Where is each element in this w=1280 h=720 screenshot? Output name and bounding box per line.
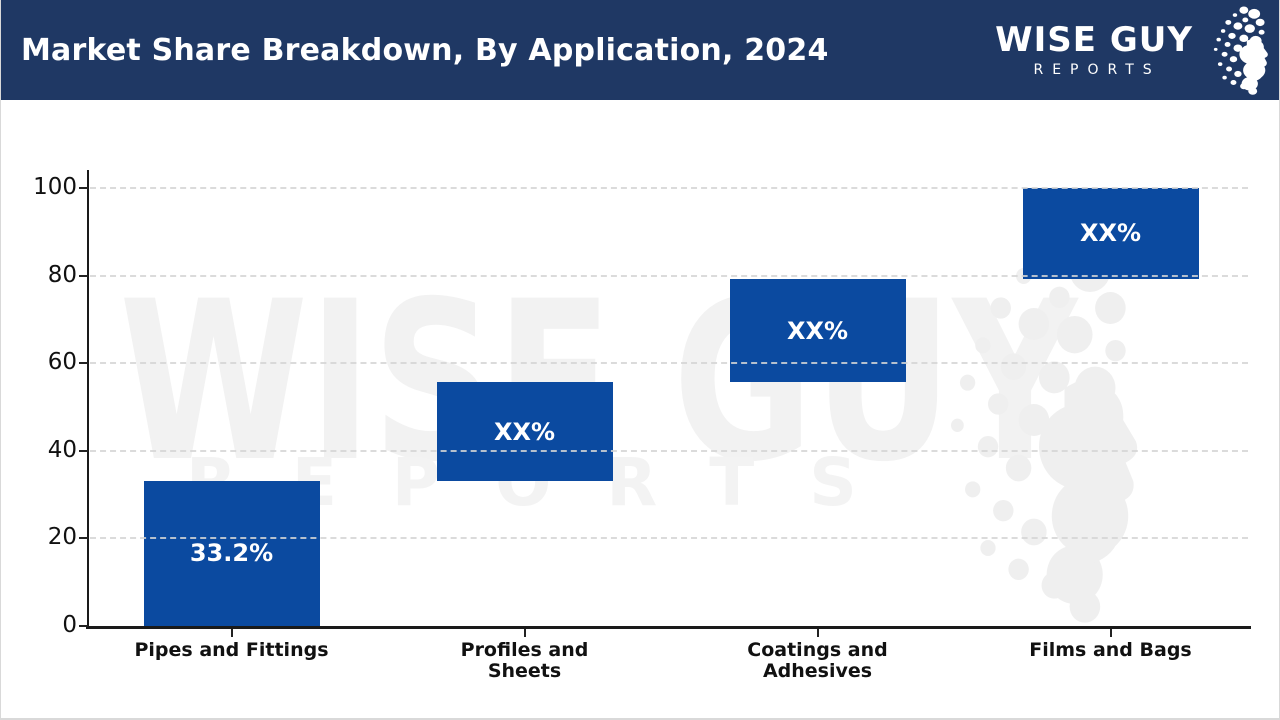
brand-name-top: WISE GUY — [995, 19, 1193, 60]
gridline-60 — [90, 362, 1248, 365]
y-tick-mark-0 — [79, 625, 88, 627]
x-category-label: Coatings and Adhesives — [688, 640, 948, 682]
x-category-label-line: Sheets — [487, 660, 562, 682]
y-tick-label-40: 40 — [47, 436, 77, 463]
x-category-label: Films and Bags — [981, 640, 1241, 661]
bar-segment: XX% — [729, 278, 906, 383]
x-category-label-line: Films and Bags — [1029, 639, 1192, 661]
y-tick-mark-100 — [79, 187, 88, 189]
gridline-100 — [90, 187, 1248, 189]
x-category-label: Pipes and Fittings — [102, 640, 362, 661]
x-category-label-line: Profiles and — [460, 639, 589, 661]
x-tick-mark-2 — [816, 629, 819, 637]
x-tick-mark-3 — [1109, 629, 1112, 637]
bar-segment: XX% — [1022, 188, 1199, 279]
x-category-label-line: Adhesives — [762, 660, 873, 682]
brand-logo: WISE GUY REPORTS — [995, 4, 1269, 96]
bar-segment: 33.2% — [143, 480, 320, 626]
y-tick-label-20: 20 — [47, 524, 77, 551]
header-bar: Market Share Breakdown, By Application, … — [1, 0, 1279, 100]
y-tick-label-80: 80 — [47, 261, 77, 288]
gridline-20 — [90, 537, 1248, 540]
x-tick-mark-0 — [230, 629, 233, 637]
brand-wordmark: WISE GUY REPORTS — [995, 23, 1193, 78]
y-axis-line — [87, 170, 89, 628]
bar-value-label: XX% — [786, 316, 849, 345]
y-tick-mark-40 — [79, 449, 88, 452]
x-category-label: Profiles and Sheets — [395, 640, 655, 682]
bar-value-label: XX% — [493, 417, 556, 446]
x-axis-line — [86, 626, 1251, 629]
bar-segment: XX% — [436, 382, 613, 481]
chart-title: Market Share Breakdown, By Application, … — [21, 32, 829, 68]
x-category-label-line: Pipes and Fittings — [134, 639, 329, 661]
bar-value-label: XX% — [1079, 219, 1142, 248]
x-tick-mark-1 — [523, 629, 526, 637]
brand-name-bottom: REPORTS — [1033, 61, 1161, 78]
gridline-80 — [90, 274, 1248, 277]
y-tick-label-0: 0 — [62, 612, 77, 638]
y-tick-mark-80 — [79, 274, 88, 277]
y-tick-label-100: 100 — [33, 174, 77, 200]
x-category-label-line: Coatings and — [747, 639, 888, 661]
y-tick-label-60: 60 — [47, 349, 77, 376]
watermark-dot-face-icon — [951, 238, 1138, 623]
y-tick-mark-60 — [79, 362, 88, 365]
bar-value-label: 33.2% — [189, 539, 274, 568]
y-tick-mark-20 — [79, 537, 88, 540]
gridline-40 — [90, 449, 1248, 452]
dot-face-profile-icon — [1213, 6, 1268, 95]
